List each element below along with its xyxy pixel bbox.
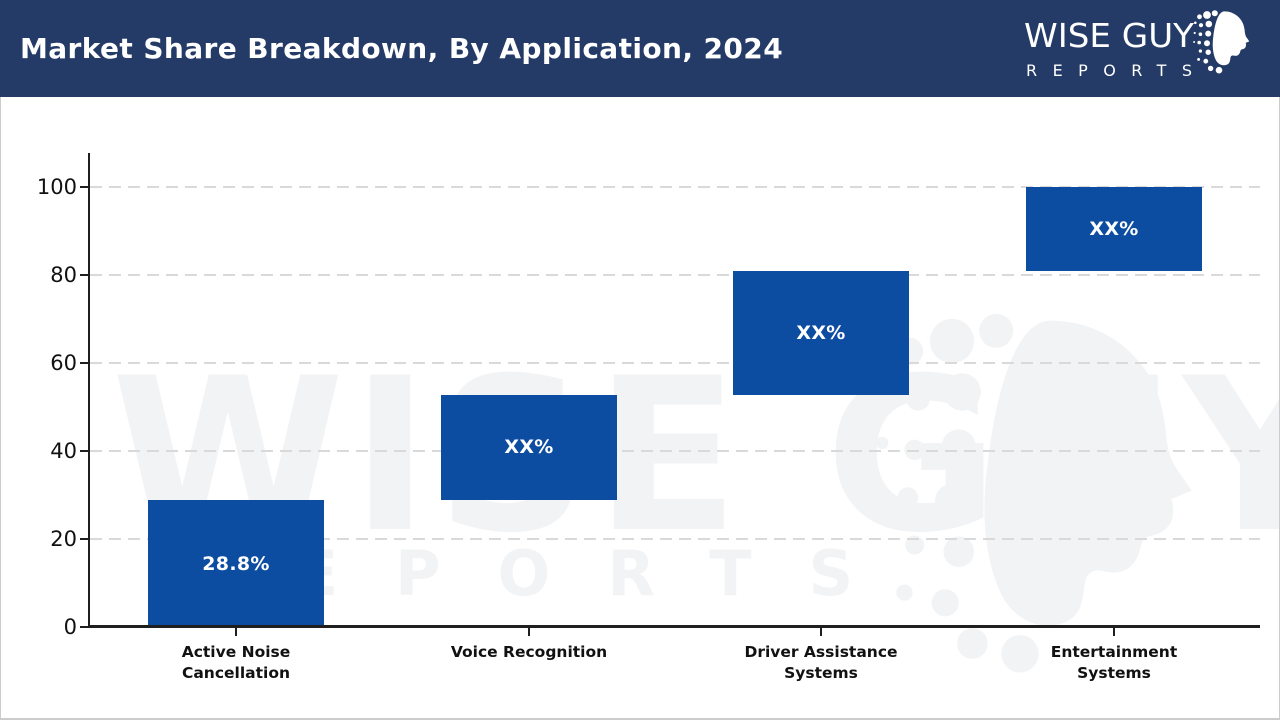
bar-1: 28.8% — [148, 500, 324, 627]
category-label-line: Systems — [1077, 664, 1151, 682]
gridline — [90, 274, 1260, 276]
y-axis-tick — [80, 274, 89, 276]
category-label-line: Voice Recognition — [450, 643, 608, 661]
bar-value-label: XX% — [1089, 217, 1139, 240]
y-axis-tick — [80, 362, 89, 364]
x-axis-tick — [820, 628, 822, 636]
bar-value-label: 28.8% — [202, 552, 270, 575]
y-axis-label: 0 — [63, 615, 77, 639]
category-label-line: Systems — [784, 664, 858, 682]
y-axis-tick — [80, 450, 89, 452]
page-title: Market Share Breakdown, By Application, … — [20, 32, 784, 65]
y-axis-line — [88, 153, 90, 628]
y-axis-tick — [80, 626, 89, 628]
chart-card: WISE GUY REPORTS 0 20 40 60 80 100 28.8% Active… — [0, 97, 1280, 720]
x-axis-tick — [528, 628, 530, 636]
category-label-line: Active Noise — [181, 643, 291, 661]
y-axis-label: 80 — [50, 263, 77, 287]
gridline — [90, 186, 1260, 188]
y-axis-tick — [80, 186, 89, 188]
logo-wordmark: WISE GUY — [1024, 16, 1195, 55]
logo-subtext: REPORTS — [1026, 61, 1192, 80]
y-axis-label: 60 — [50, 351, 77, 375]
gridline — [90, 362, 1260, 364]
y-axis-tick — [80, 538, 89, 540]
bar-value-label: XX% — [504, 436, 554, 459]
category-label: Driver Assistance Systems — [701, 642, 941, 684]
category-label-line: Cancellation — [181, 664, 291, 682]
header-bar: Market Share Breakdown, By Application, … — [0, 0, 1280, 97]
category-label: Active Noise Cancellation — [116, 642, 356, 684]
bar-2: XX% — [441, 394, 617, 501]
category-label: Entertainment Systems — [994, 642, 1234, 684]
y-axis-label: 100 — [36, 175, 77, 199]
x-axis-line — [88, 625, 1260, 628]
bar-value-label: XX% — [796, 322, 846, 345]
dotted-face-icon — [1193, 9, 1250, 73]
category-label-line: Entertainment — [1050, 643, 1178, 661]
x-axis-tick — [235, 628, 237, 636]
y-axis-label: 40 — [50, 439, 77, 463]
category-label: Voice Recognition — [409, 642, 649, 663]
x-axis-tick — [1113, 628, 1115, 636]
wise-guy-reports-logo: WISE GUY REPORTS — [1024, 9, 1250, 80]
bar-3: XX% — [733, 271, 909, 395]
bar-4: XX% — [1026, 187, 1202, 271]
category-label-line: Driver Assistance — [744, 643, 898, 661]
gridline — [90, 450, 1260, 452]
gridline — [90, 538, 1260, 540]
y-axis-label: 20 — [50, 527, 77, 551]
